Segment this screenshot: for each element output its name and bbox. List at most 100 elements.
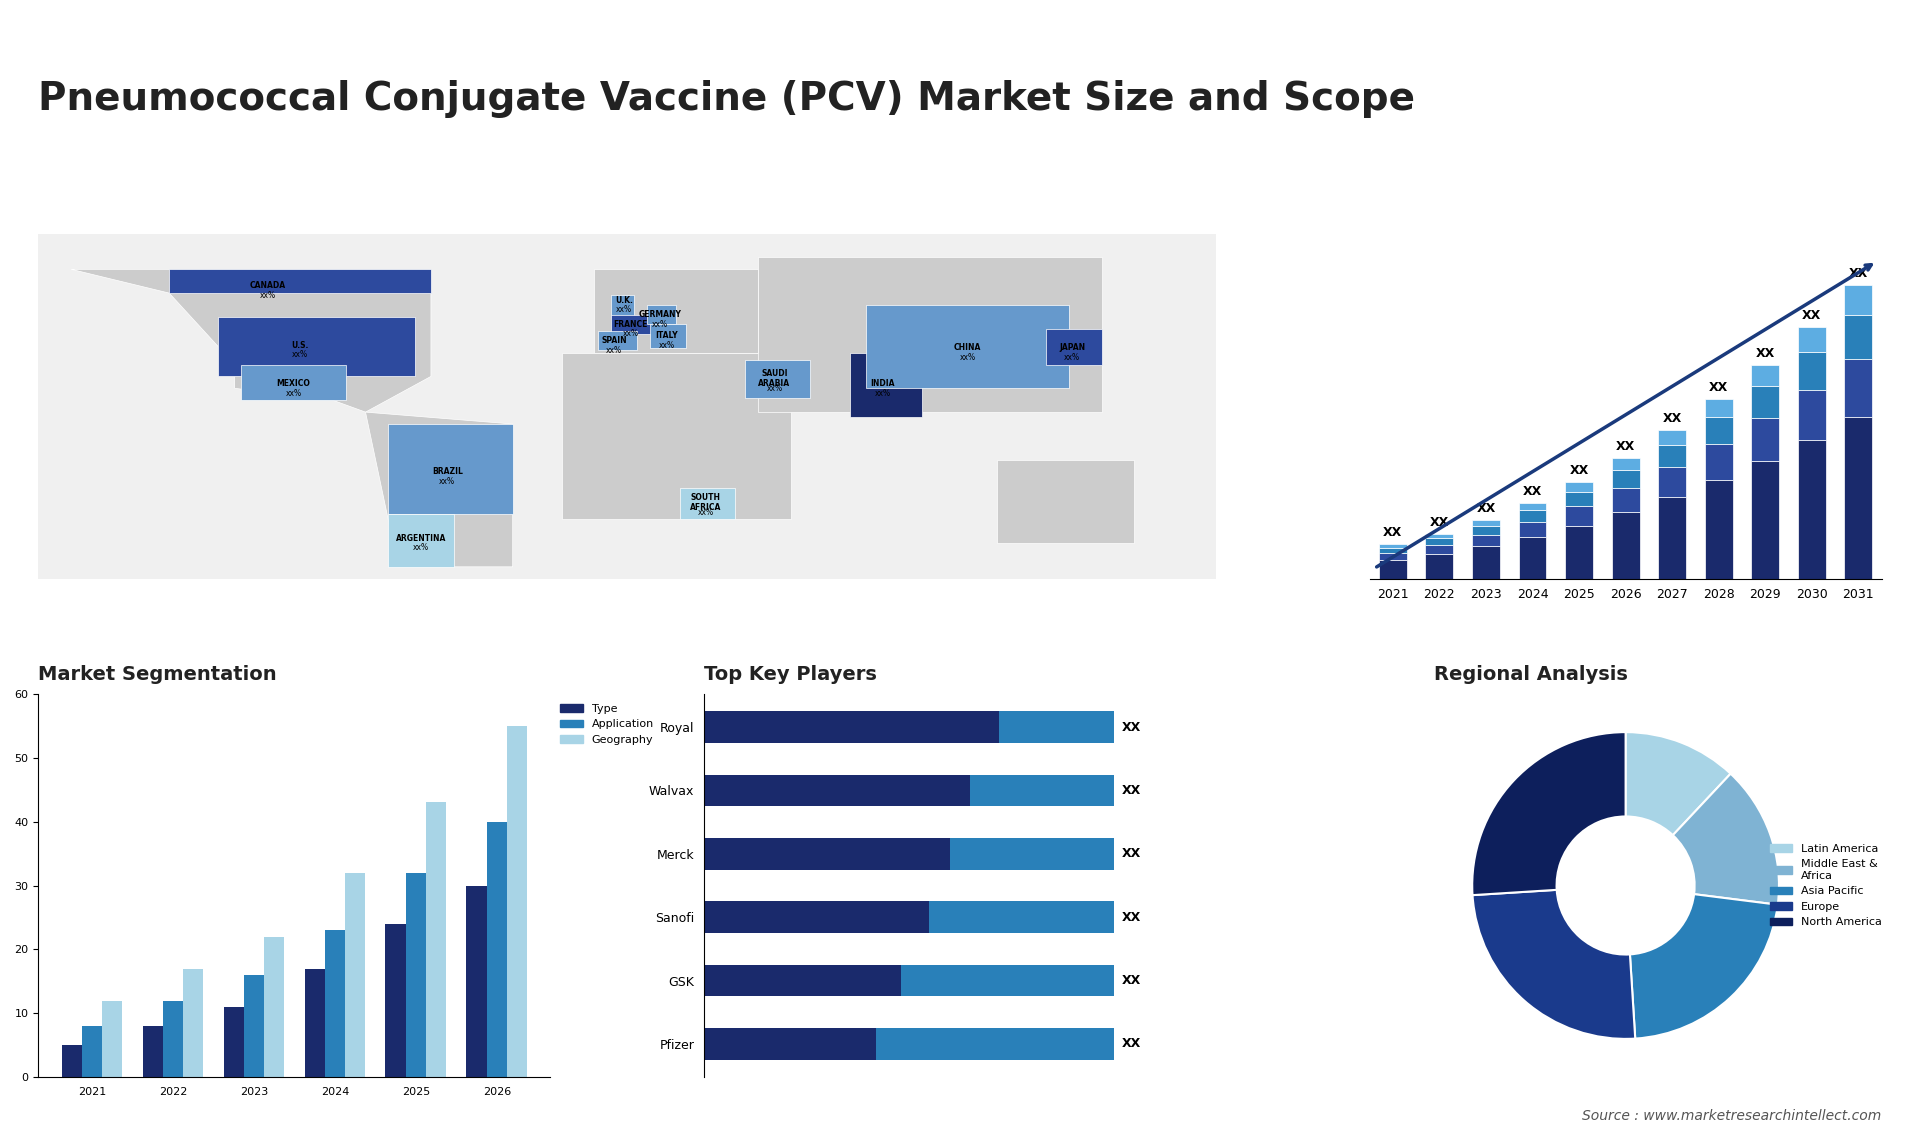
Text: CANADA: CANADA [250, 282, 286, 290]
Bar [705, 902, 929, 933]
Polygon shape [388, 515, 453, 567]
Text: BRAZIL: BRAZIL [432, 468, 463, 476]
Bar [405, 873, 426, 1077]
Text: XX: XX [1382, 526, 1402, 539]
Text: XX: XX [1755, 346, 1774, 360]
Wedge shape [1672, 774, 1780, 904]
Text: XX: XX [1476, 502, 1496, 515]
Bar [705, 712, 998, 743]
Bar [1705, 480, 1732, 579]
Text: xx%: xx% [874, 388, 891, 398]
Bar [486, 822, 507, 1077]
Wedge shape [1473, 889, 1636, 1039]
Text: xx%: xx% [960, 353, 975, 362]
Text: XX: XX [1121, 784, 1140, 796]
Text: xx%: xx% [653, 320, 668, 329]
Text: xx%: xx% [440, 477, 455, 486]
Bar [324, 931, 346, 1077]
Bar [929, 902, 1114, 933]
Text: XX: XX [1523, 485, 1542, 497]
Text: INDIA: INDIA [870, 379, 895, 388]
Bar [1379, 548, 1407, 552]
Bar [1751, 461, 1780, 579]
Text: XX: XX [1121, 974, 1140, 987]
Polygon shape [388, 424, 513, 515]
Bar [1565, 492, 1594, 507]
Bar [705, 965, 900, 996]
Text: SAUDI
ARABIA: SAUDI ARABIA [758, 369, 791, 388]
Bar [1519, 510, 1546, 521]
Text: xx%: xx% [292, 351, 307, 360]
Text: XX: XX [1121, 911, 1140, 924]
Text: XX: XX [1709, 382, 1728, 394]
Bar [900, 965, 1114, 996]
Bar [1425, 554, 1453, 579]
Polygon shape [647, 305, 676, 324]
Bar [507, 725, 528, 1077]
Text: FRANCE: FRANCE [612, 320, 647, 329]
Bar [1425, 539, 1453, 545]
Bar [1565, 526, 1594, 579]
Polygon shape [71, 269, 430, 413]
Polygon shape [996, 460, 1135, 543]
Bar [1425, 534, 1453, 539]
Polygon shape [219, 317, 415, 376]
Bar [61, 1045, 83, 1077]
Text: xx%: xx% [659, 342, 674, 350]
Text: XX: XX [1121, 721, 1140, 733]
Text: xx%: xx% [607, 346, 622, 355]
Text: xx%: xx% [1064, 353, 1081, 362]
Text: Source : www.marketresearchintellect.com: Source : www.marketresearchintellect.com [1582, 1109, 1882, 1123]
Text: CHINA: CHINA [954, 344, 981, 352]
Bar [1845, 417, 1872, 579]
Polygon shape [595, 269, 758, 353]
Polygon shape [169, 269, 430, 293]
Bar [970, 775, 1114, 807]
Wedge shape [1473, 732, 1626, 895]
Polygon shape [758, 258, 1102, 413]
Polygon shape [1046, 329, 1102, 364]
Text: xx%: xx% [413, 543, 430, 552]
Text: xx%: xx% [766, 384, 783, 393]
Bar [1565, 482, 1594, 492]
Bar [1611, 470, 1640, 488]
Bar [163, 1000, 182, 1077]
Bar [102, 1000, 123, 1077]
Bar [876, 1028, 1114, 1060]
Text: Pneumococcal Conjugate Vaccine (PCV) Market Size and Scope: Pneumococcal Conjugate Vaccine (PCV) Mar… [38, 80, 1415, 118]
Bar [1845, 359, 1872, 417]
Bar [1379, 552, 1407, 559]
Text: xx%: xx% [286, 388, 301, 398]
Text: xx%: xx% [259, 291, 275, 300]
FancyBboxPatch shape [38, 234, 1215, 579]
Bar [1751, 386, 1780, 418]
Text: Market Segmentation: Market Segmentation [38, 665, 276, 684]
Polygon shape [563, 353, 791, 519]
Text: Regional Analysis: Regional Analysis [1434, 665, 1628, 684]
Polygon shape [611, 314, 653, 333]
Text: U.S.: U.S. [292, 342, 309, 350]
Bar [1845, 285, 1872, 315]
Bar [950, 838, 1114, 870]
Bar [1425, 545, 1453, 554]
Bar [1565, 507, 1594, 526]
Bar [1659, 445, 1686, 468]
Text: xx%: xx% [697, 508, 714, 517]
Bar [1659, 431, 1686, 445]
Polygon shape [851, 353, 922, 417]
Text: U.K.: U.K. [614, 296, 634, 305]
Wedge shape [1630, 894, 1778, 1038]
Text: xx%: xx% [616, 305, 632, 314]
Bar [1519, 537, 1546, 579]
Bar [1751, 364, 1780, 386]
Bar [467, 886, 486, 1077]
Bar [1797, 440, 1826, 579]
Bar [1659, 497, 1686, 579]
Bar [305, 968, 324, 1077]
Bar [1611, 458, 1640, 470]
Polygon shape [597, 331, 637, 351]
Wedge shape [1626, 732, 1730, 835]
Polygon shape [680, 488, 735, 519]
Bar [244, 975, 265, 1077]
Text: ITALY: ITALY [655, 331, 678, 340]
